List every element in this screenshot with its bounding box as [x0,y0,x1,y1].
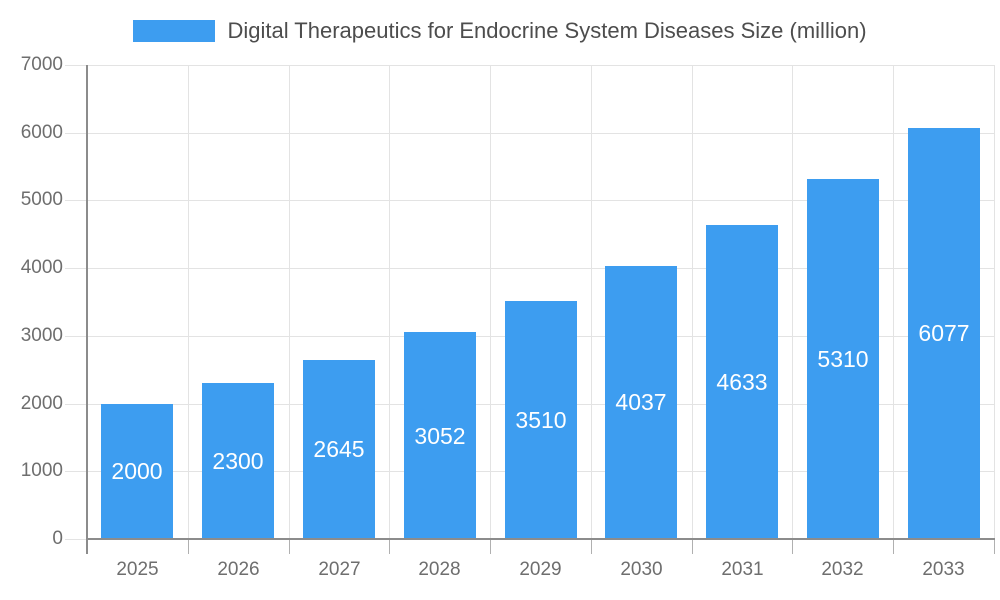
gridline-vertical [591,65,592,539]
y-axis-label: 5000 [20,189,63,210]
gridline-horizontal [87,133,994,134]
bar[interactable] [505,301,577,539]
legend-label: Digital Therapeutics for Endocrine Syste… [227,18,867,43]
gridline-horizontal [87,65,994,66]
x-axis-tick [490,539,491,554]
y-axis-tick [65,200,87,201]
bar[interactable] [605,266,677,539]
gridline-vertical [289,65,290,539]
legend-swatch [133,20,216,42]
y-axis-label: 7000 [20,54,63,75]
y-axis-label: 0 [52,528,63,549]
chart-legend[interactable]: Digital Therapeutics for Endocrine Syste… [0,14,1000,48]
bar[interactable] [101,404,173,539]
y-axis-label: 4000 [20,257,63,278]
bar[interactable] [303,360,375,539]
gridline-vertical [692,65,693,539]
x-axis-label: 2029 [519,559,562,580]
y-axis-line [86,65,88,554]
y-axis-tick [65,539,87,540]
gridline-vertical [994,65,995,539]
gridline-vertical [389,65,390,539]
y-axis-label: 2000 [20,393,63,414]
x-axis-tick [994,539,995,554]
y-axis-tick [65,268,87,269]
y-axis-label: 3000 [20,325,63,346]
y-axis-label: 6000 [20,122,63,143]
x-axis-tick [792,539,793,554]
x-axis-label: 2032 [821,559,864,580]
y-axis-tick [65,336,87,337]
y-axis-tick [65,471,87,472]
x-axis-tick [289,539,290,554]
gridline-vertical [188,65,189,539]
y-axis-label: 1000 [20,460,63,481]
x-axis-label: 2026 [217,559,260,580]
bar[interactable] [404,332,476,539]
x-axis-tick [893,539,894,554]
bar[interactable] [908,128,980,539]
y-axis-tick [65,404,87,405]
x-axis-tick [389,539,390,554]
gridline-vertical [893,65,894,539]
x-axis-line [86,538,995,540]
x-axis-label: 2025 [116,559,159,580]
bar[interactable] [202,383,274,539]
x-axis-label: 2030 [620,559,663,580]
x-axis-tick [188,539,189,554]
y-axis-tick [65,65,87,66]
x-axis-tick [692,539,693,554]
x-axis-label: 2033 [922,559,965,580]
gridline-horizontal [87,200,994,201]
gridline-horizontal [87,268,994,269]
x-axis-label: 2031 [721,559,764,580]
x-axis-label: 2027 [318,559,361,580]
gridline-vertical [490,65,491,539]
gridline-vertical [792,65,793,539]
y-axis-tick [65,133,87,134]
x-axis-label: 2028 [418,559,461,580]
bar[interactable] [706,225,778,539]
x-axis-tick [591,539,592,554]
bar[interactable] [807,179,879,539]
